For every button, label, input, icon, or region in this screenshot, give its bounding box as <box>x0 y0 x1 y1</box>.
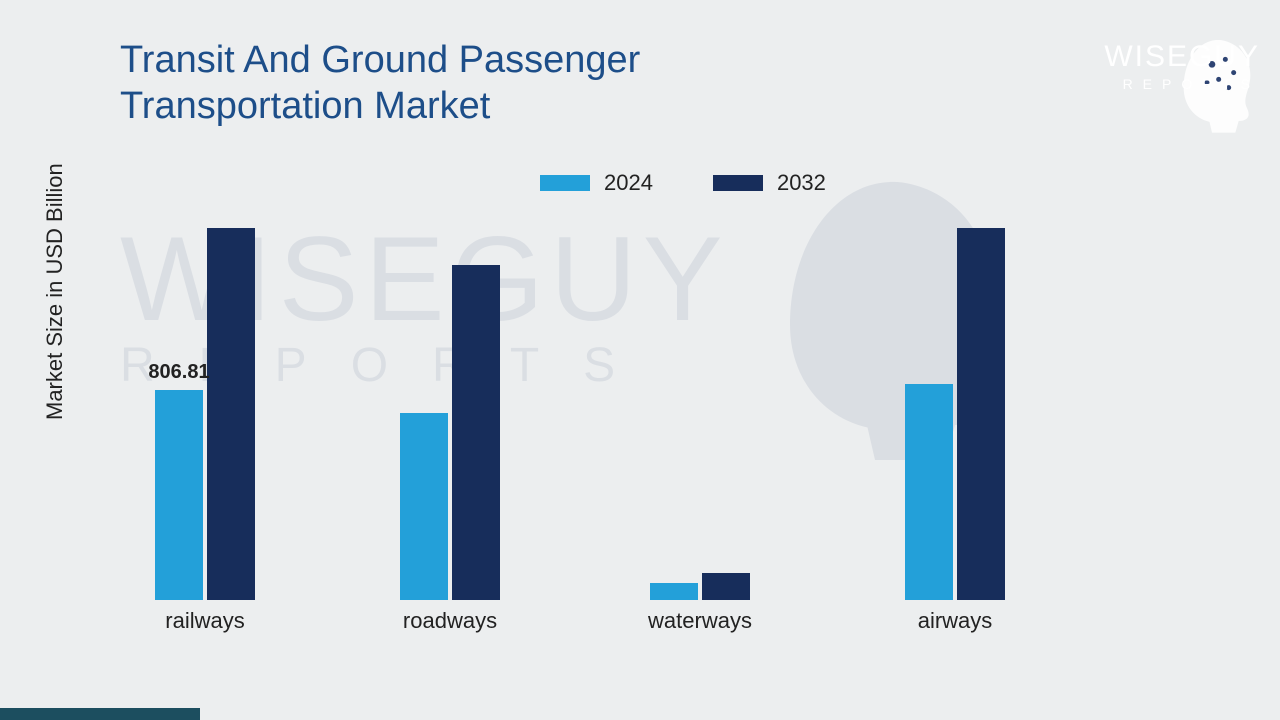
bar-roadways-2024 <box>400 413 448 600</box>
x-label-airways: airways <box>918 608 993 634</box>
brand-logo: WISEGUY REPORTS <box>1104 40 1260 92</box>
bar-group-waterways <box>650 573 750 600</box>
legend-label-2024: 2024 <box>604 170 653 196</box>
bar-airways-2032 <box>957 228 1005 600</box>
bar-railways-2024 <box>155 390 203 600</box>
x-label-roadways: roadways <box>403 608 497 634</box>
legend-item-2032: 2032 <box>713 170 826 196</box>
bottom-accent-bar <box>0 708 200 720</box>
legend: 2024 2032 <box>540 170 826 196</box>
x-label-railways: railways <box>165 608 244 634</box>
bar-railways-2032 <box>207 228 255 600</box>
legend-item-2024: 2024 <box>540 170 653 196</box>
legend-swatch-2024 <box>540 175 590 191</box>
chart-canvas: WISEGUY REPORTS Transit And Ground Passe… <box>0 0 1280 720</box>
bar-airways-2024 <box>905 384 953 600</box>
legend-label-2032: 2032 <box>777 170 826 196</box>
brand-line2: REPORTS <box>1104 76 1260 92</box>
brand-line1: WISEGUY <box>1104 40 1260 74</box>
bar-group-airways <box>905 228 1005 600</box>
y-axis-label: Market Size in USD Billion <box>42 163 68 420</box>
bar-group-railways <box>155 228 255 600</box>
bar-waterways-2032 <box>702 573 750 600</box>
plot-area <box>90 210 1090 600</box>
x-label-waterways: waterways <box>648 608 752 634</box>
bar-roadways-2032 <box>452 265 500 600</box>
chart-title: Transit And Ground Passenger Transportat… <box>120 38 820 129</box>
bar-group-roadways <box>400 265 500 600</box>
bar-waterways-2024 <box>650 583 698 600</box>
legend-swatch-2032 <box>713 175 763 191</box>
value-label: 806.81 <box>148 361 209 384</box>
bar-chart: railways roadways waterways airways 806.81 <box>90 210 1090 640</box>
